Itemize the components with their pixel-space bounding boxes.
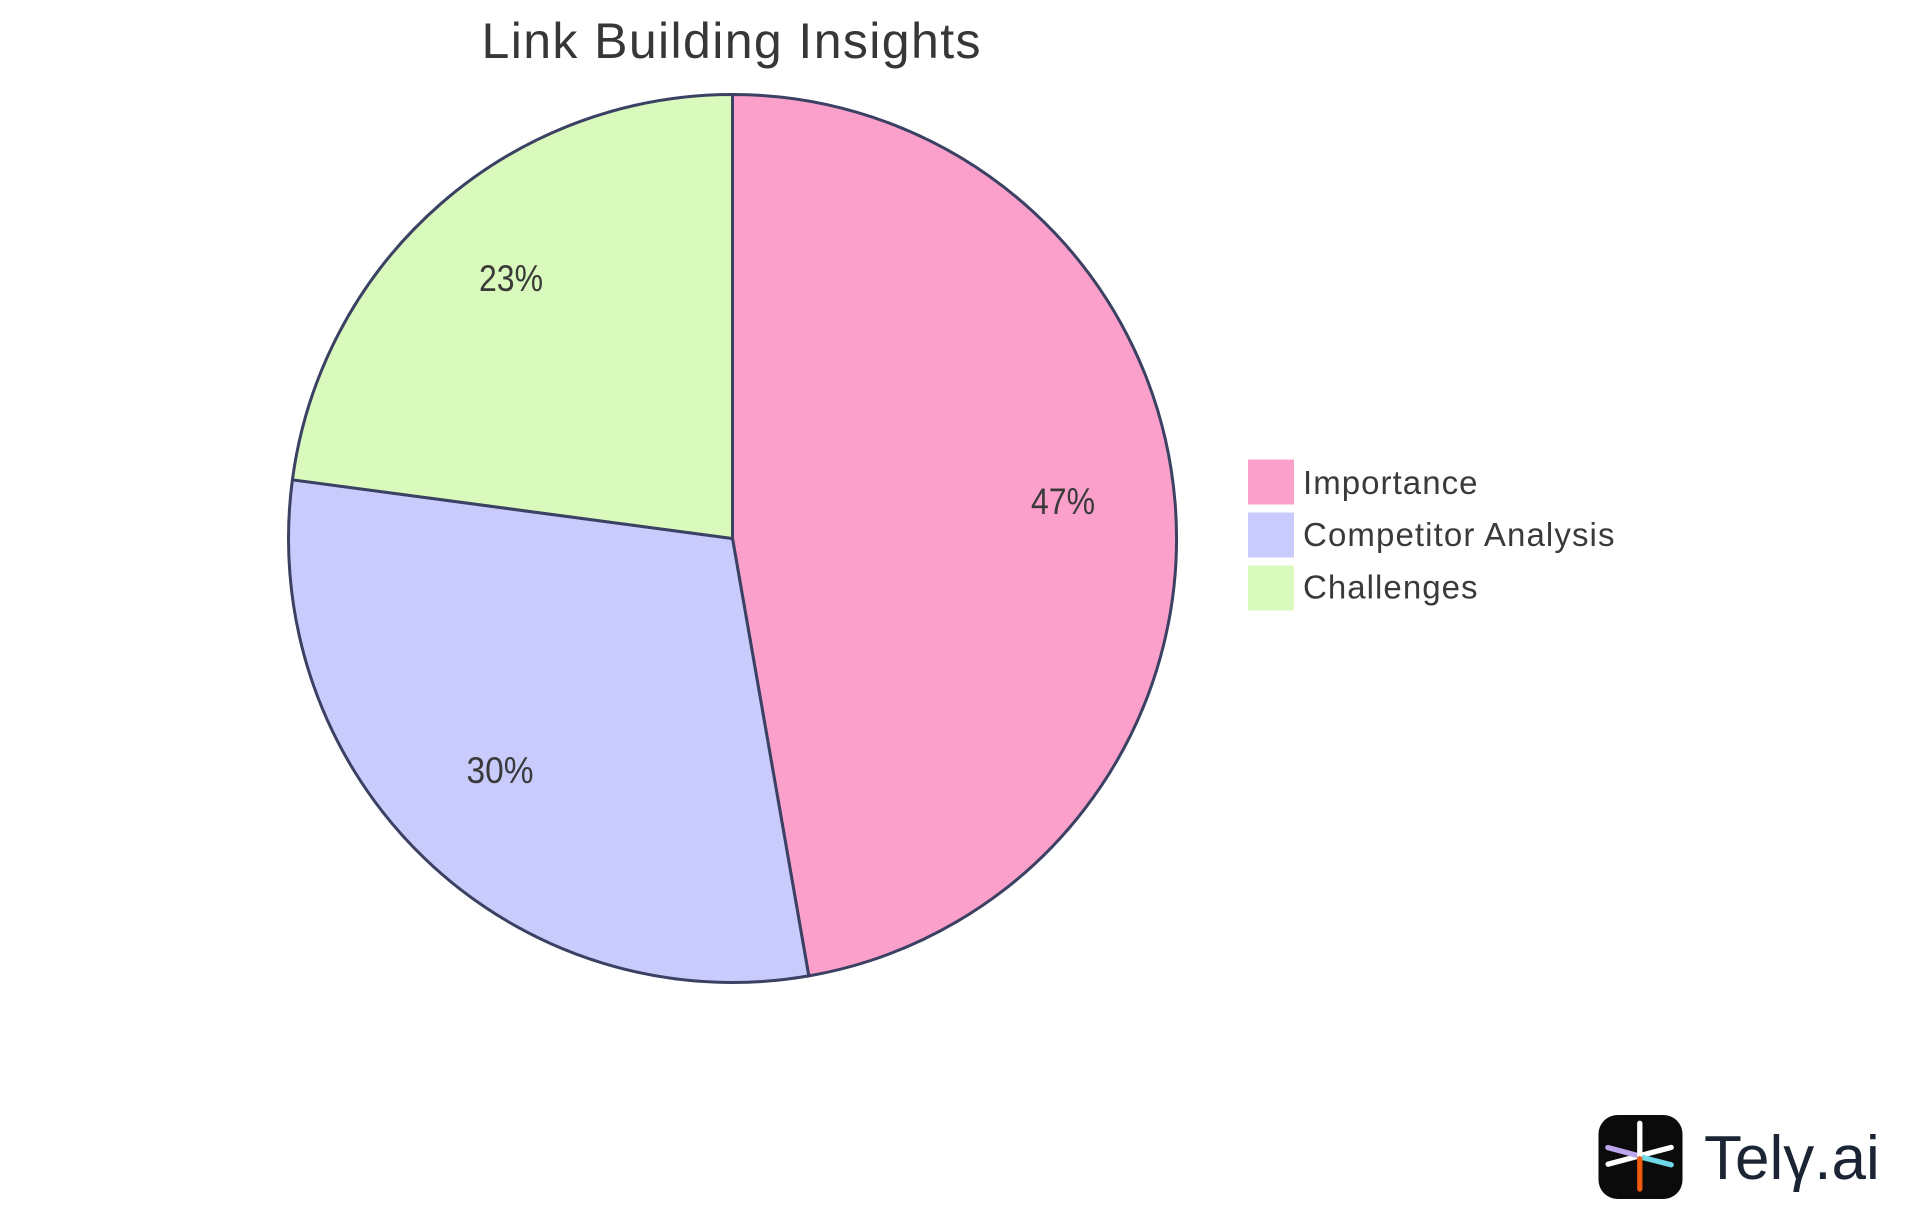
svg-text:Link Building Insights: Link Building Insights: [482, 13, 981, 69]
svg-text:Challenges: Challenges: [1303, 569, 1478, 606]
svg-text:Importance: Importance: [1303, 464, 1478, 501]
svg-text:47%: 47%: [1031, 481, 1095, 522]
svg-text:30%: 30%: [467, 750, 534, 791]
svg-text:23%: 23%: [479, 258, 543, 299]
svg-text:Telγ.ai: Telγ.ai: [1704, 1124, 1880, 1193]
svg-text:Competitor Analysis: Competitor Analysis: [1303, 516, 1615, 553]
